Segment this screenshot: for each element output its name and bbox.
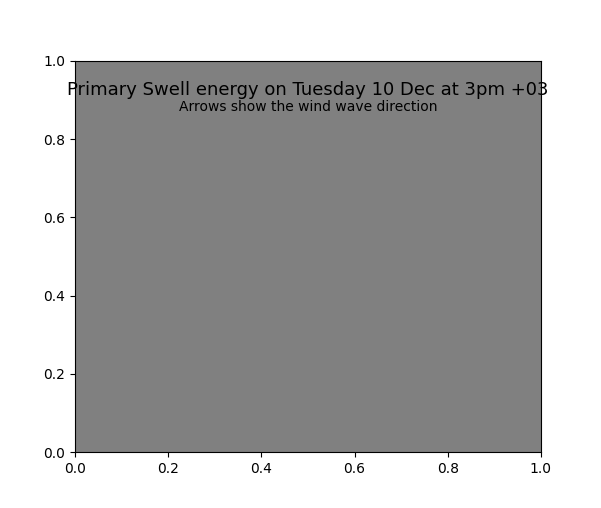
Text: Arrows show the wind wave direction: Arrows show the wind wave direction xyxy=(178,100,438,114)
Text: Primary Swell energy on Tuesday 10 Dec at 3pm +03: Primary Swell energy on Tuesday 10 Dec a… xyxy=(67,80,549,99)
